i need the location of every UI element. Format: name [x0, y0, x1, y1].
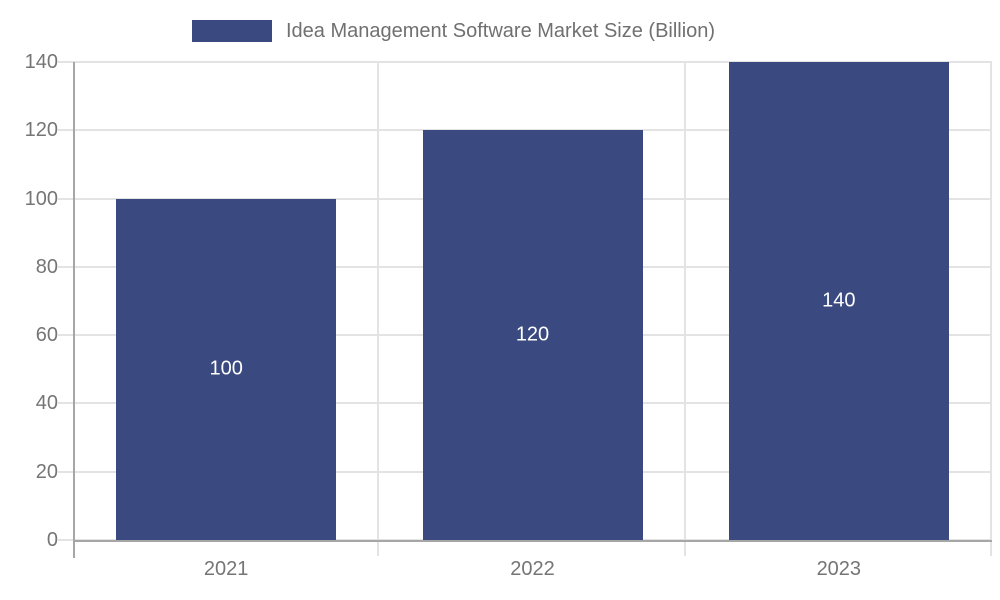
- y-tick-label: 120: [24, 119, 58, 142]
- bar-2021: [116, 198, 337, 540]
- y-tick-label: 60: [35, 324, 58, 347]
- plot-area: 100 120 140: [58, 61, 992, 558]
- bar-value-label: 120: [515, 323, 550, 346]
- x-tick-label: 2023: [816, 558, 862, 580]
- category-boundary-line: [990, 62, 992, 556]
- chart-legend: Idea Management Software Market Size (Bi…: [192, 19, 715, 43]
- bar-2023: [728, 62, 949, 540]
- gridline-y-140: [58, 61, 992, 63]
- category-boundary-line: [683, 62, 686, 556]
- y-tick-label: 100: [24, 187, 58, 210]
- y-tick-label: 40: [35, 392, 58, 415]
- y-tick-label: 20: [35, 460, 58, 483]
- y-tick-label: 140: [24, 51, 58, 73]
- bar-value-label: 100: [209, 357, 243, 380]
- bar-2022: [422, 130, 643, 540]
- legend-label: Idea Management Software Market Size (Bi…: [286, 20, 716, 42]
- x-axis-line: [73, 540, 992, 542]
- x-tick-label: 2022: [510, 558, 555, 580]
- x-tick-label: 2021: [203, 558, 249, 580]
- y-axis-line: [73, 62, 75, 558]
- category-boundary-line: [377, 62, 380, 556]
- y-tick-label: 80: [35, 255, 58, 278]
- y-tick-label: 0: [46, 529, 58, 551]
- bar-value-label: 140: [822, 289, 856, 312]
- legend-swatch: [192, 20, 272, 42]
